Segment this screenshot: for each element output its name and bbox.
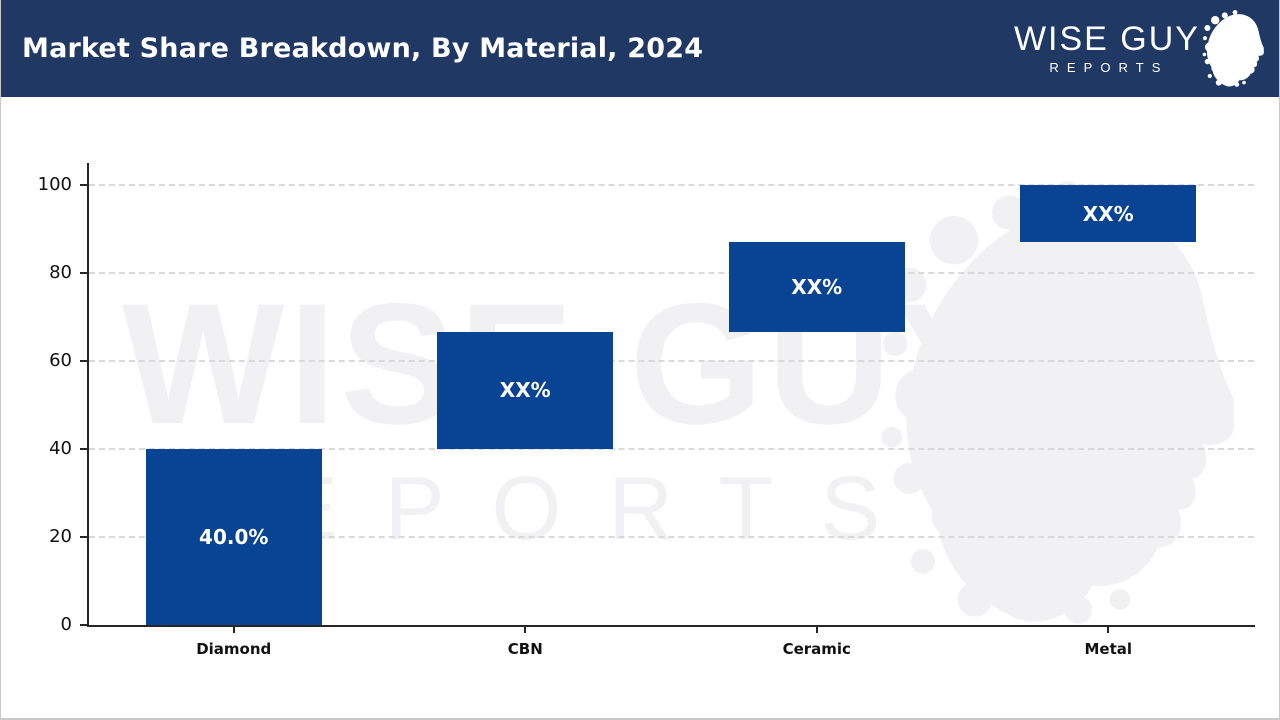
y-axis-label-0: 0 <box>60 614 72 635</box>
y-tick-0 <box>80 624 87 626</box>
gridline-100 <box>89 184 1254 186</box>
gridline-40 <box>89 448 1254 450</box>
logo-reports-text: REPORTS <box>1049 60 1169 76</box>
y-tick-60 <box>80 360 87 362</box>
y-tick-40 <box>80 448 87 450</box>
bar-value-label: 40.0% <box>199 525 269 549</box>
header-band: Market Share Breakdown, By Material, 202… <box>0 0 1280 97</box>
wise-guy-reports-logo: WISE GUY REPORTS <box>1014 0 1268 97</box>
x-axis-spine <box>87 625 1255 627</box>
x-tick-diamond <box>232 626 235 633</box>
gridline-60 <box>89 360 1254 362</box>
bar-ceramic: XX% <box>728 242 905 332</box>
y-tick-80 <box>80 272 87 274</box>
y-tick-100 <box>80 184 87 186</box>
watermark-head-logo-icon <box>881 181 1234 624</box>
y-axis-label-100: 100 <box>37 174 72 195</box>
x-axis-label-metal: Metal <box>1084 640 1133 658</box>
x-axis-label-diamond: Diamond <box>196 640 272 658</box>
bar-metal: XX% <box>1020 185 1197 243</box>
y-axis-label-40: 40 <box>49 438 72 459</box>
y-axis-label-80: 80 <box>49 262 72 283</box>
x-tick-cbn <box>524 626 527 633</box>
gridline-80 <box>89 272 1254 274</box>
bar-value-label: XX% <box>499 378 551 403</box>
chart-title: Market Share Breakdown, By Material, 202… <box>22 33 704 64</box>
y-tick-20 <box>80 536 87 538</box>
logo-brand-text: WISE GUY <box>1013 19 1200 58</box>
y-axis-spine <box>87 163 89 627</box>
bar-diamond: 40.0% <box>145 449 322 625</box>
y-axis-label-20: 20 <box>49 526 72 547</box>
bar-value-label: XX% <box>791 274 843 299</box>
bar-cbn: XX% <box>437 331 614 449</box>
y-axis-label-60: 60 <box>49 350 72 371</box>
x-tick-metal <box>1107 626 1110 633</box>
logo-head-icon <box>1202 9 1264 87</box>
gridline-20 <box>89 536 1254 538</box>
x-axis-label-cbn: CBN <box>507 640 543 658</box>
bar-value-label: XX% <box>1082 201 1134 226</box>
x-axis-label-ceramic: Ceramic <box>782 640 851 658</box>
x-tick-ceramic <box>815 626 818 633</box>
